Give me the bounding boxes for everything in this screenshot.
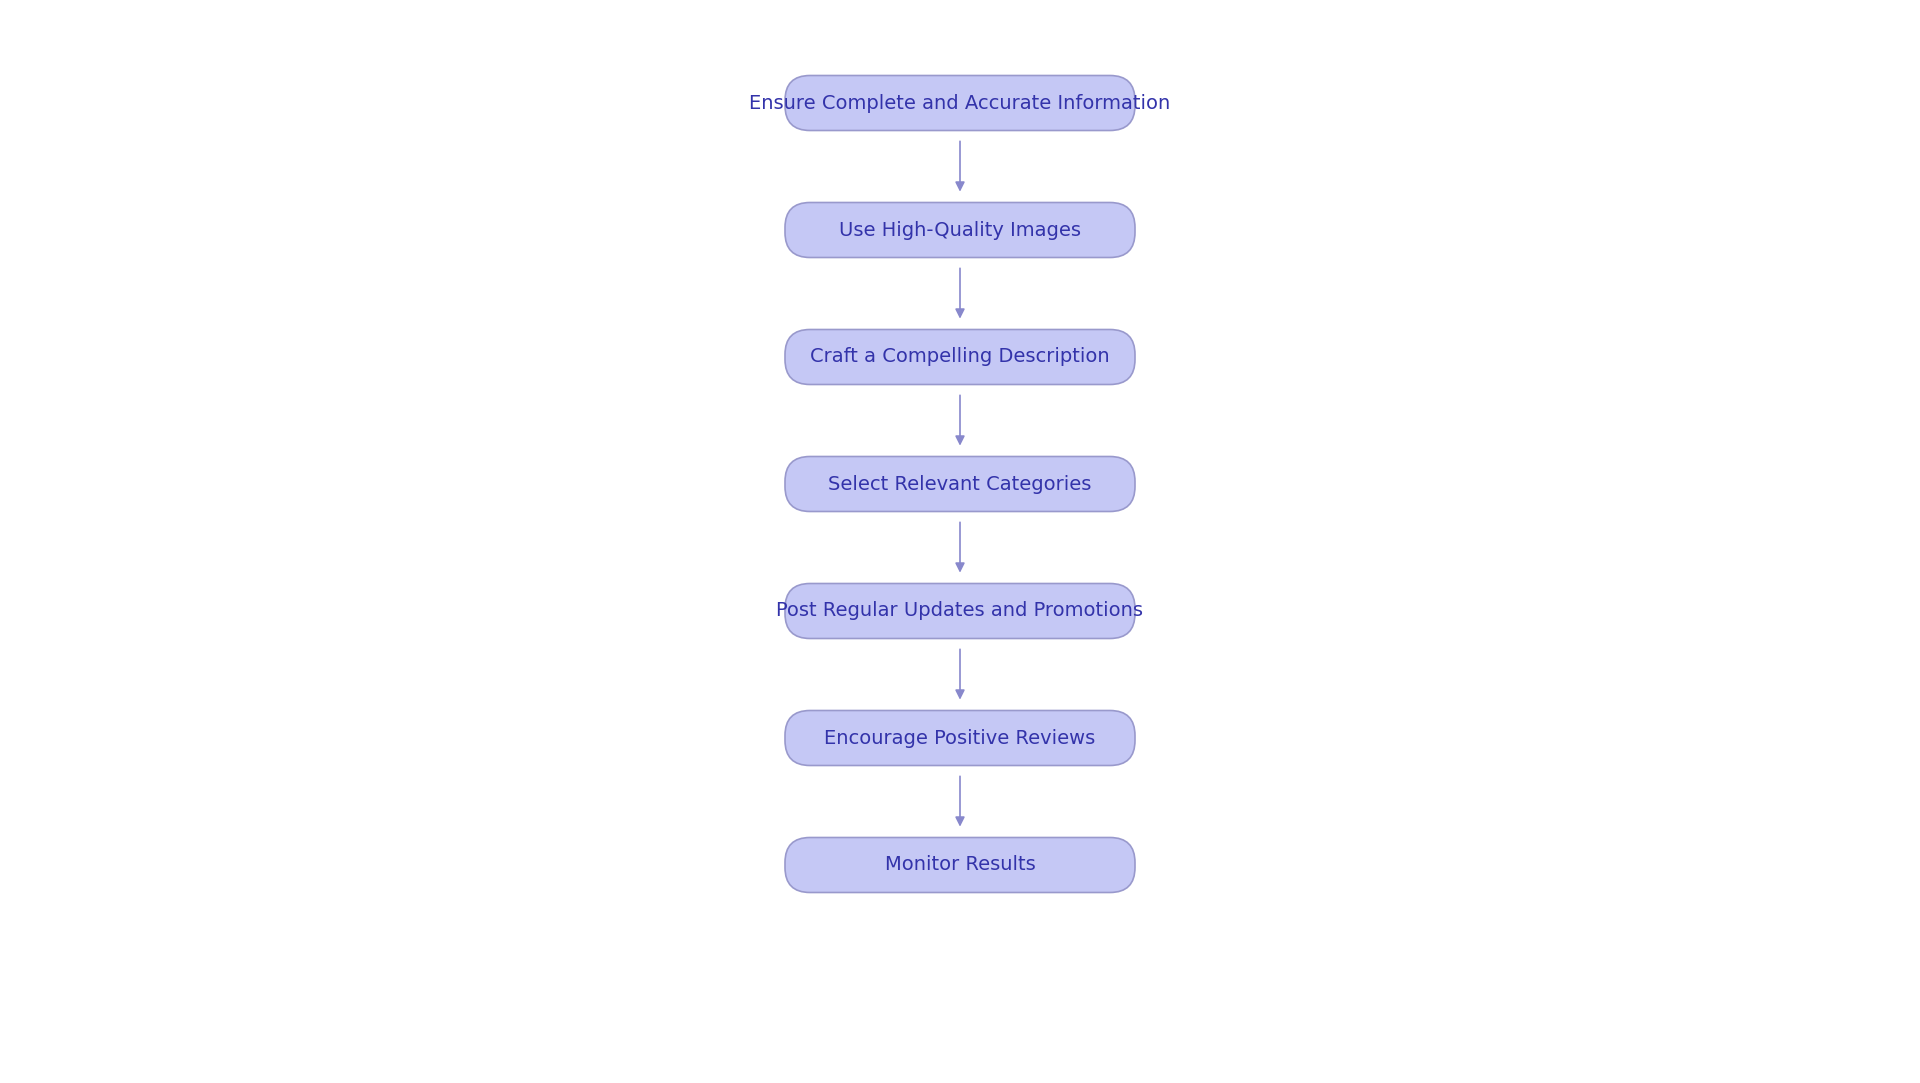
FancyBboxPatch shape	[785, 710, 1135, 766]
FancyBboxPatch shape	[785, 457, 1135, 511]
FancyBboxPatch shape	[785, 76, 1135, 130]
Text: Ensure Complete and Accurate Information: Ensure Complete and Accurate Information	[749, 93, 1171, 113]
Text: Use High-Quality Images: Use High-Quality Images	[839, 221, 1081, 239]
FancyBboxPatch shape	[785, 203, 1135, 258]
FancyBboxPatch shape	[785, 584, 1135, 639]
Text: Select Relevant Categories: Select Relevant Categories	[828, 474, 1092, 494]
Text: Post Regular Updates and Promotions: Post Regular Updates and Promotions	[776, 601, 1144, 621]
FancyBboxPatch shape	[785, 837, 1135, 892]
Text: Encourage Positive Reviews: Encourage Positive Reviews	[824, 729, 1096, 747]
Text: Craft a Compelling Description: Craft a Compelling Description	[810, 348, 1110, 366]
FancyBboxPatch shape	[785, 329, 1135, 384]
Text: Monitor Results: Monitor Results	[885, 856, 1035, 874]
